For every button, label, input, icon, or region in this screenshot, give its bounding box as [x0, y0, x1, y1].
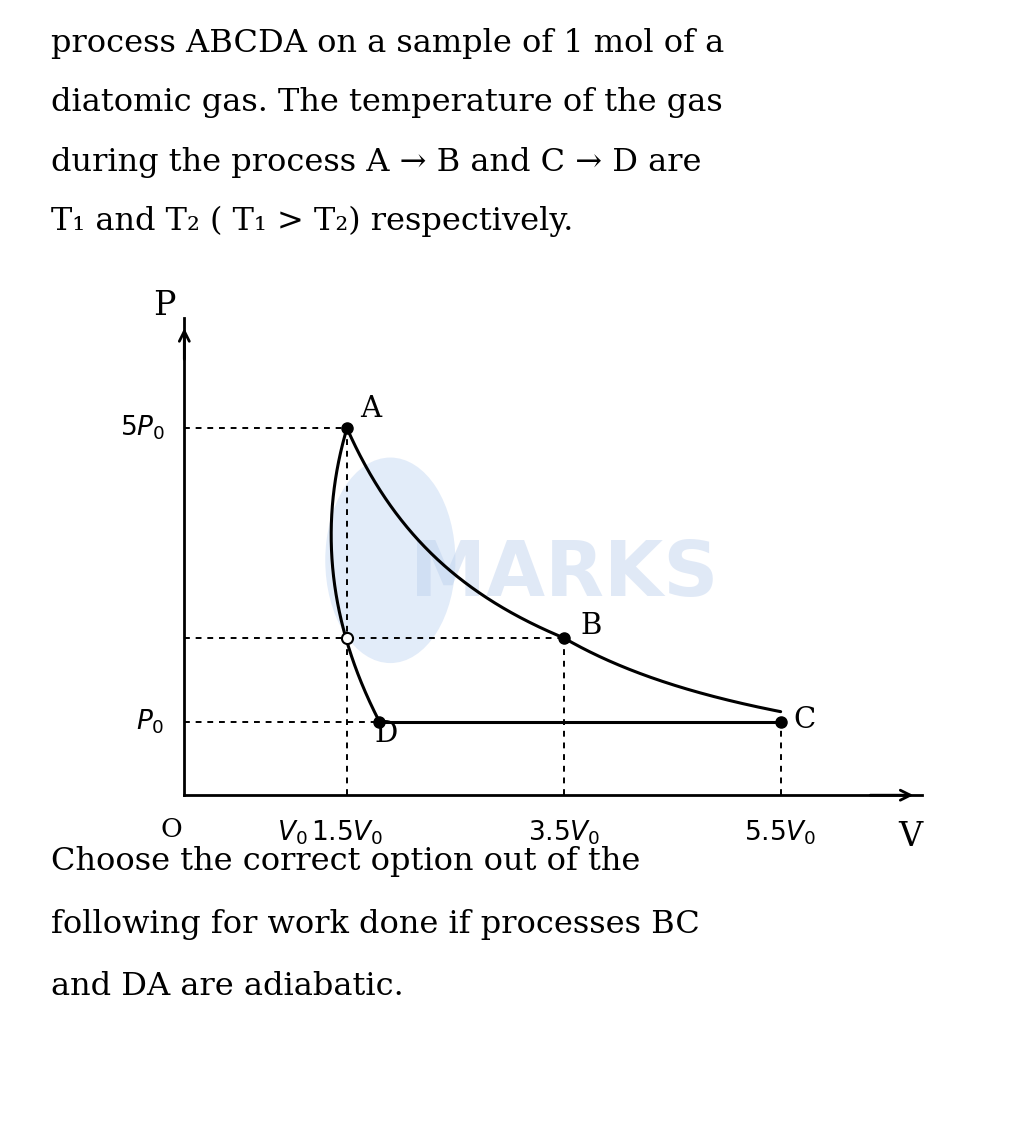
- Text: Choose the correct option out of the: Choose the correct option out of the: [51, 846, 641, 877]
- Text: $3.5V_0$: $3.5V_0$: [527, 819, 600, 847]
- Ellipse shape: [326, 458, 456, 663]
- Text: diatomic gas. The temperature of the gas: diatomic gas. The temperature of the gas: [51, 87, 723, 118]
- Text: $5.5V_0$: $5.5V_0$: [744, 819, 817, 847]
- Text: MARKS: MARKS: [410, 538, 718, 612]
- Text: B: B: [580, 612, 601, 641]
- Text: A: A: [360, 395, 381, 424]
- Text: process ABCDA on a sample of 1 mol of a: process ABCDA on a sample of 1 mol of a: [51, 28, 724, 59]
- Text: O: O: [161, 817, 182, 842]
- Text: $V_0$: $V_0$: [278, 819, 308, 847]
- Text: T₁ and T₂ ( T₁ > T₂) respectively.: T₁ and T₂ ( T₁ > T₂) respectively.: [51, 206, 573, 236]
- Text: $1.5V_0$: $1.5V_0$: [310, 819, 383, 847]
- Text: following for work done if processes BC: following for work done if processes BC: [51, 909, 700, 939]
- Text: during the process A → B and C → D are: during the process A → B and C → D are: [51, 147, 701, 177]
- Text: $5P_0$: $5P_0$: [120, 414, 165, 442]
- Text: P: P: [154, 290, 176, 321]
- Text: V: V: [899, 821, 923, 853]
- Text: C: C: [794, 705, 816, 734]
- Text: D: D: [374, 720, 397, 749]
- Text: $P_0$: $P_0$: [136, 708, 165, 736]
- Text: and DA are adiabatic.: and DA are adiabatic.: [51, 971, 403, 1002]
